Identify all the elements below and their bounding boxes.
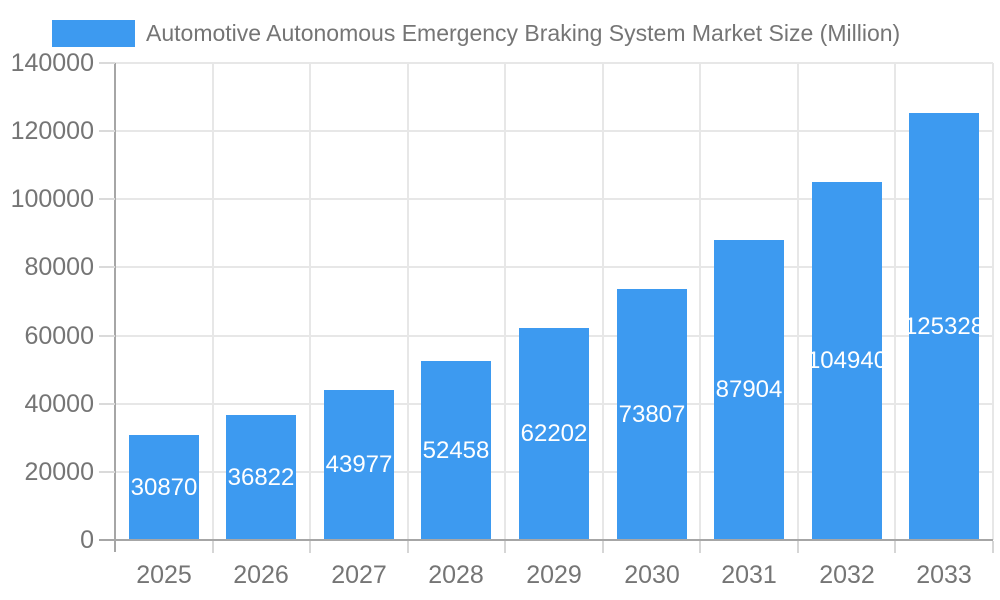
y-tick xyxy=(99,130,115,133)
bar: 125328 xyxy=(904,113,984,540)
gridline-v xyxy=(504,63,506,540)
bar: 73807 xyxy=(617,289,687,540)
gridline-v xyxy=(212,63,214,540)
bar: 43977 xyxy=(324,390,394,540)
bar-value-label: 36822 xyxy=(227,463,295,491)
gridline-v xyxy=(407,63,409,540)
x-tick-label: 2029 xyxy=(526,561,582,589)
x-axis-baseline xyxy=(99,539,993,541)
gridline-h xyxy=(115,62,993,64)
y-tick-label: 0 xyxy=(80,526,94,554)
x-tick xyxy=(309,541,311,553)
bar-value-label: 62202 xyxy=(520,420,588,447)
y-tick-label: 40000 xyxy=(24,389,94,418)
x-tick xyxy=(992,541,994,553)
gridline-v xyxy=(699,63,701,540)
y-tick xyxy=(99,62,115,64)
legend: Automotive Autonomous Emergency Braking … xyxy=(52,19,900,47)
x-tick xyxy=(407,541,409,553)
x-tick-label: 2030 xyxy=(624,561,680,589)
y-tick xyxy=(99,266,115,269)
bar-value-label: 30870 xyxy=(130,473,198,501)
x-tick-label: 2026 xyxy=(233,561,289,589)
x-tick xyxy=(894,541,896,553)
gridline-v xyxy=(894,63,896,540)
x-tick-label: 2025 xyxy=(136,561,192,589)
bar-value-label: 73807 xyxy=(618,400,686,428)
x-tick xyxy=(797,541,799,553)
y-tick-label: 80000 xyxy=(24,253,94,282)
y-tick xyxy=(99,334,115,337)
bar-value-label: 52458 xyxy=(422,436,490,464)
x-tick-label: 2032 xyxy=(819,561,875,589)
bar: 87904 xyxy=(714,240,784,540)
y-tick-label: 100000 xyxy=(10,185,94,214)
bar: 30870 xyxy=(129,435,199,540)
y-tick xyxy=(99,198,115,201)
x-tick xyxy=(212,541,214,553)
bar: 62202 xyxy=(519,328,589,540)
gridline-v xyxy=(309,63,311,540)
y-tick-label: 60000 xyxy=(24,321,94,350)
legend-label: Automotive Autonomous Emergency Braking … xyxy=(146,19,901,46)
y-tick-label: 120000 xyxy=(10,117,94,146)
plot-area: 30870 36822 43977 52458 62202 73807 87904 10494… xyxy=(115,62,994,540)
x-tick xyxy=(699,541,701,553)
legend-swatch xyxy=(52,19,135,47)
bar-value-label: 87904 xyxy=(715,376,783,403)
x-tick-label: 2033 xyxy=(916,561,972,589)
gridline-v xyxy=(992,63,994,540)
bar-value-label: 104940 xyxy=(806,347,888,374)
bar-value-label: 125328 xyxy=(903,312,985,340)
x-tick xyxy=(602,541,604,553)
gridline-h xyxy=(115,198,993,201)
gridline-v xyxy=(797,63,799,540)
y-axis-line xyxy=(114,63,116,552)
gridline-h xyxy=(115,130,993,133)
bar: 52458 xyxy=(421,361,491,540)
x-tick xyxy=(504,541,506,553)
bar: 104940 xyxy=(807,182,887,540)
y-tick xyxy=(99,402,115,405)
y-tick-label: 140000 xyxy=(10,49,94,77)
x-tick-label: 2028 xyxy=(428,561,484,589)
bar: 36822 xyxy=(226,415,296,540)
gridline-v xyxy=(602,63,604,540)
bar-value-label: 43977 xyxy=(325,451,393,478)
gridline-h xyxy=(115,266,993,269)
x-tick-label: 2027 xyxy=(331,561,387,589)
y-tick xyxy=(99,470,115,473)
x-tick-label: 2031 xyxy=(721,561,777,589)
y-tick-label: 20000 xyxy=(24,457,94,486)
